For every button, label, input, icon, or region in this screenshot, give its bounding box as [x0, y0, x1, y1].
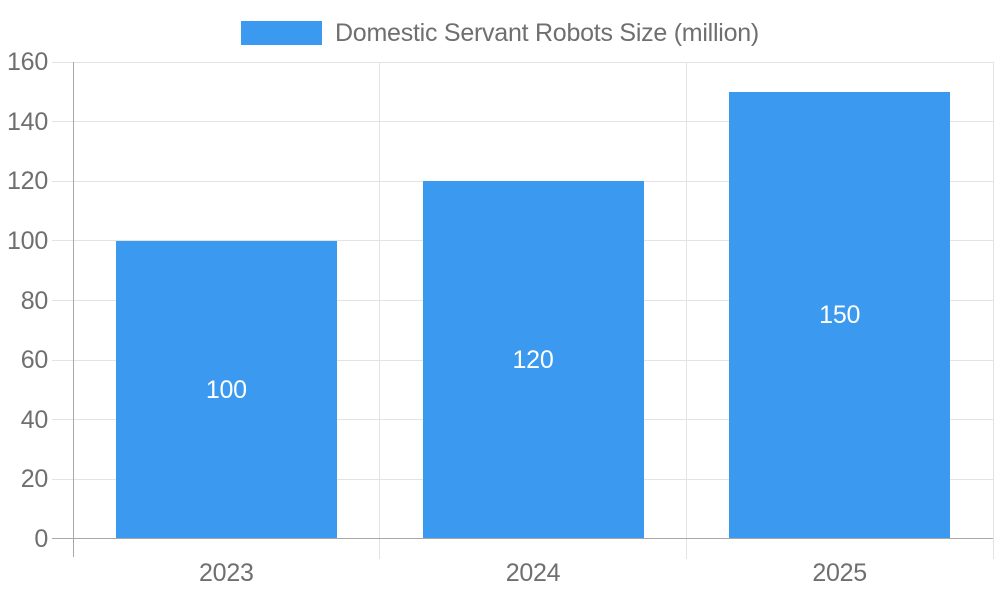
y-tick-label-80: 80: [20, 286, 49, 315]
legend-label: Domestic Servant Robots Size (million): [335, 19, 759, 47]
y-tick-label-160: 160: [7, 48, 48, 76]
bar-value-label-2023: 100: [205, 375, 247, 404]
gridline-y-160: [52, 61, 993, 63]
bar-value-label-2025: 150: [819, 301, 861, 330]
x-tick-label-2024: 2024: [505, 559, 561, 587]
y-tick-label-0: 0: [34, 525, 48, 553]
gridline-y-140: [52, 121, 993, 123]
legend: Domestic Servant Robots Size (million): [241, 19, 759, 47]
bar-2024[interactable]: 120: [422, 181, 644, 539]
y-tick-label-120: 120: [7, 167, 48, 196]
y-tick-label-20: 20: [20, 465, 49, 494]
bar-2023[interactable]: 100: [115, 240, 337, 539]
legend-item[interactable]: Domestic Servant Robots Size (million): [241, 19, 759, 47]
x-axis-line: [52, 538, 993, 539]
y-tick-label-40: 40: [20, 405, 49, 434]
bar-value-label-2024: 120: [512, 346, 554, 375]
gridline-x-1: [379, 62, 381, 559]
x-tick-label-2023: 2023: [199, 559, 254, 587]
plot-area: 100 120 150: [52, 61, 994, 559]
bar-2025[interactable]: 150: [729, 91, 951, 539]
y-tick-label-100: 100: [7, 226, 48, 255]
y-tick-label-140: 140: [7, 107, 48, 136]
legend-swatch: [241, 21, 323, 45]
y-tick-label-60: 60: [20, 346, 49, 375]
y-axis-line: [73, 62, 74, 557]
x-tick-label-2025: 2025: [812, 559, 867, 587]
gridline-x-3: [992, 62, 994, 559]
gridline-x-2: [685, 62, 687, 559]
